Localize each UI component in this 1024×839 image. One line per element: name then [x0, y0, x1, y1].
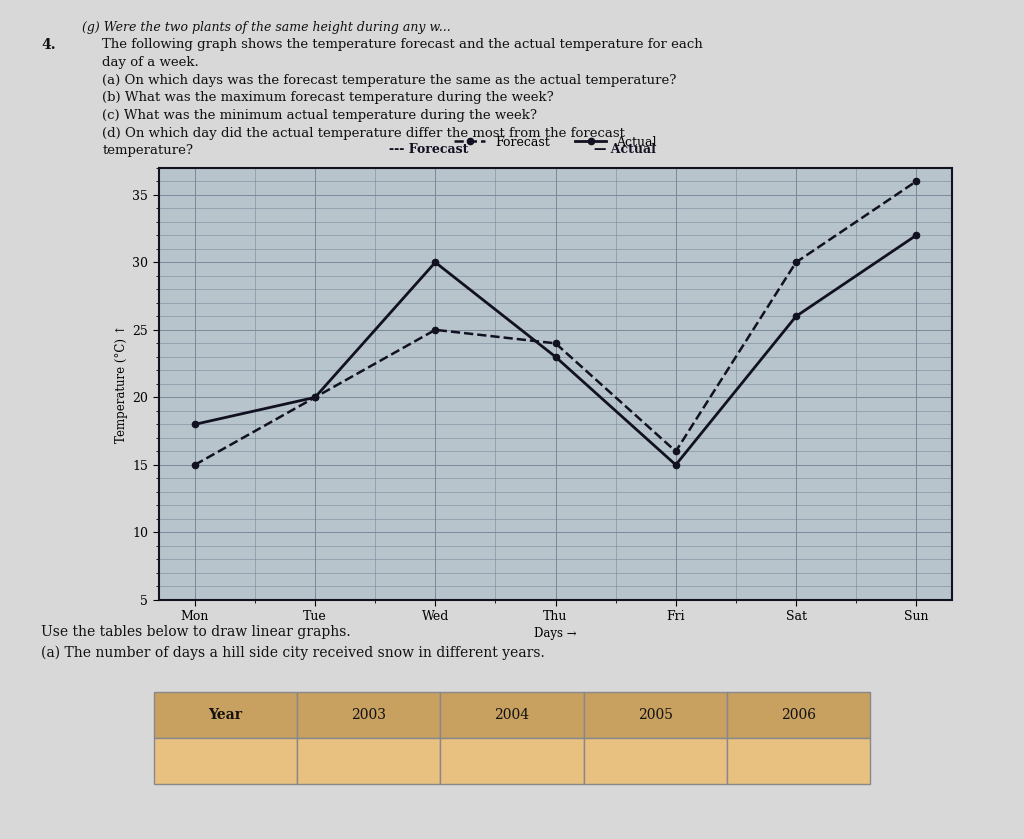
Text: 2003: 2003	[351, 708, 386, 722]
Legend: Forecast, Actual: Forecast, Actual	[450, 131, 662, 154]
Actual	[188, 420, 201, 430]
Text: (g) Were the two plants of the same height during any w...: (g) Were the two plants of the same heig…	[82, 21, 451, 34]
Forecast	[670, 446, 682, 456]
Line: Actual: Actual	[191, 232, 920, 468]
Text: --- Forecast: --- Forecast	[389, 143, 469, 156]
Text: Use the tables below to draw linear graphs.: Use the tables below to draw linear grap…	[41, 625, 350, 639]
Text: 2006: 2006	[781, 708, 816, 722]
X-axis label: Days →: Days →	[535, 628, 577, 640]
Text: The following graph shows the temperature forecast and the actual temperature fo: The following graph shows the temperatur…	[102, 38, 703, 50]
Forecast	[309, 393, 322, 403]
Text: 2005: 2005	[638, 708, 673, 722]
Actual	[910, 230, 923, 240]
Text: Year: Year	[208, 708, 243, 722]
Actual	[670, 460, 682, 470]
Actual	[429, 258, 441, 268]
Text: (c) What was the minimum actual temperature during the week?: (c) What was the minimum actual temperat…	[102, 109, 538, 122]
Forecast	[790, 258, 802, 268]
Text: (a) On which days was the forecast temperature the same as the actual temperatur: (a) On which days was the forecast tempe…	[102, 74, 677, 86]
Forecast	[429, 325, 441, 335]
Actual	[549, 352, 561, 362]
Forecast	[549, 338, 561, 348]
Text: 4.: 4.	[41, 38, 55, 52]
Text: day of a week.: day of a week.	[102, 56, 199, 69]
Actual	[309, 393, 322, 403]
Text: — Actual: — Actual	[594, 143, 655, 156]
Text: 2004: 2004	[495, 708, 529, 722]
Text: (a) The number of days a hill side city received snow in different years.: (a) The number of days a hill side city …	[41, 646, 545, 660]
Text: (d) On which day did the actual temperature differ the most from the forecast: (d) On which day did the actual temperat…	[102, 127, 626, 139]
Forecast	[910, 176, 923, 186]
Forecast	[188, 460, 201, 470]
Line: Forecast: Forecast	[191, 178, 920, 468]
Y-axis label: Temperature (°C) ↑: Temperature (°C) ↑	[115, 325, 128, 443]
Actual	[790, 311, 802, 321]
Text: temperature?: temperature?	[102, 144, 194, 157]
Text: (b) What was the maximum forecast temperature during the week?: (b) What was the maximum forecast temper…	[102, 91, 554, 104]
